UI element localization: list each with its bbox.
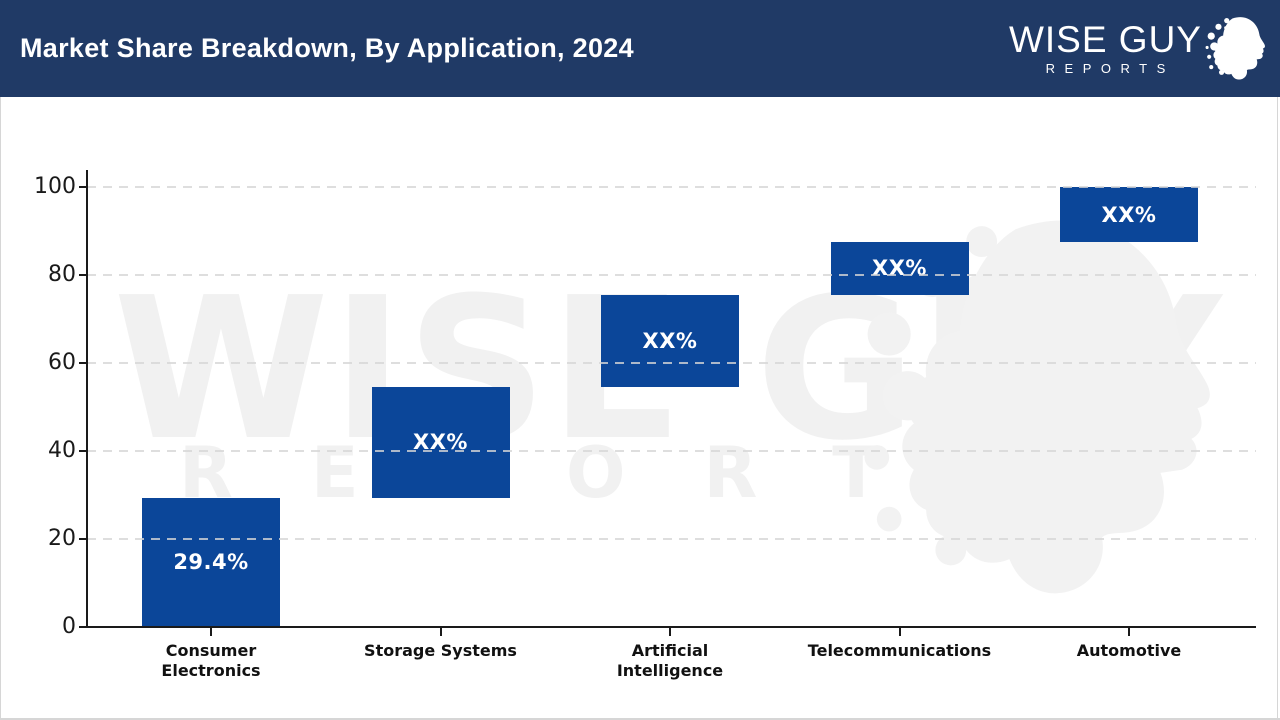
x-axis-tick bbox=[439, 628, 442, 636]
y-axis-tick bbox=[79, 450, 87, 452]
x-axis-tick bbox=[898, 628, 901, 636]
y-tick-label: 40 bbox=[48, 438, 76, 463]
gridline bbox=[87, 274, 1256, 276]
brand-subname: REPORTS bbox=[1045, 60, 1175, 76]
x-axis-tick bbox=[210, 628, 212, 636]
x-axis-tick bbox=[1128, 628, 1130, 636]
bar-value-label: 29.4% bbox=[173, 550, 249, 575]
x-tick-label: Telecommunications bbox=[807, 641, 992, 660]
y-axis bbox=[86, 170, 88, 628]
y-tick-label: 0 bbox=[62, 614, 76, 639]
x-tick-label: Automotive bbox=[1076, 641, 1182, 660]
gridline bbox=[87, 450, 1256, 452]
x-tick-label: Consumer Electronics bbox=[161, 641, 261, 680]
bar bbox=[601, 294, 739, 388]
bar-value-label: XX% bbox=[642, 328, 698, 353]
bar bbox=[142, 497, 280, 627]
brand-logo: WISE GUY REPORTS bbox=[1009, 8, 1266, 88]
x-axis bbox=[86, 626, 1256, 628]
y-axis-tick bbox=[79, 538, 87, 540]
watermark-head-icon bbox=[864, 220, 1210, 594]
y-tick-label: 80 bbox=[48, 262, 76, 287]
bar-value-label: XX% bbox=[872, 256, 927, 281]
brand-name: WISE GUY bbox=[1008, 18, 1202, 60]
brand-logo-text: WISE GUY REPORTS bbox=[1008, 18, 1202, 76]
x-tick-label: Artificial Intelligence bbox=[616, 641, 724, 680]
gridline bbox=[87, 538, 1256, 540]
bar-value-label: XX% bbox=[1101, 202, 1157, 227]
y-tick-label: 60 bbox=[48, 350, 76, 375]
y-axis-tick bbox=[79, 362, 87, 364]
bar bbox=[830, 242, 969, 295]
bottom-divider bbox=[0, 718, 1280, 720]
bar bbox=[1060, 187, 1198, 242]
y-axis-tick bbox=[79, 186, 87, 188]
head-profile-icon bbox=[1205, 17, 1265, 80]
gridline bbox=[87, 186, 1256, 188]
bar-value-label: XX% bbox=[413, 430, 468, 455]
y-tick-label: 20 bbox=[48, 526, 76, 551]
y-axis-tick bbox=[79, 626, 87, 628]
gridline bbox=[87, 362, 1256, 364]
header-bar: Market Share Breakdown, By Application, … bbox=[0, 0, 1280, 97]
y-tick-label: 100 bbox=[34, 174, 76, 199]
x-tick-label: Storage Systems bbox=[364, 641, 517, 660]
y-axis-tick bbox=[79, 274, 87, 276]
page-title: Market Share Breakdown, By Application, … bbox=[20, 33, 634, 63]
x-axis-tick bbox=[669, 628, 671, 636]
bar bbox=[371, 387, 510, 498]
